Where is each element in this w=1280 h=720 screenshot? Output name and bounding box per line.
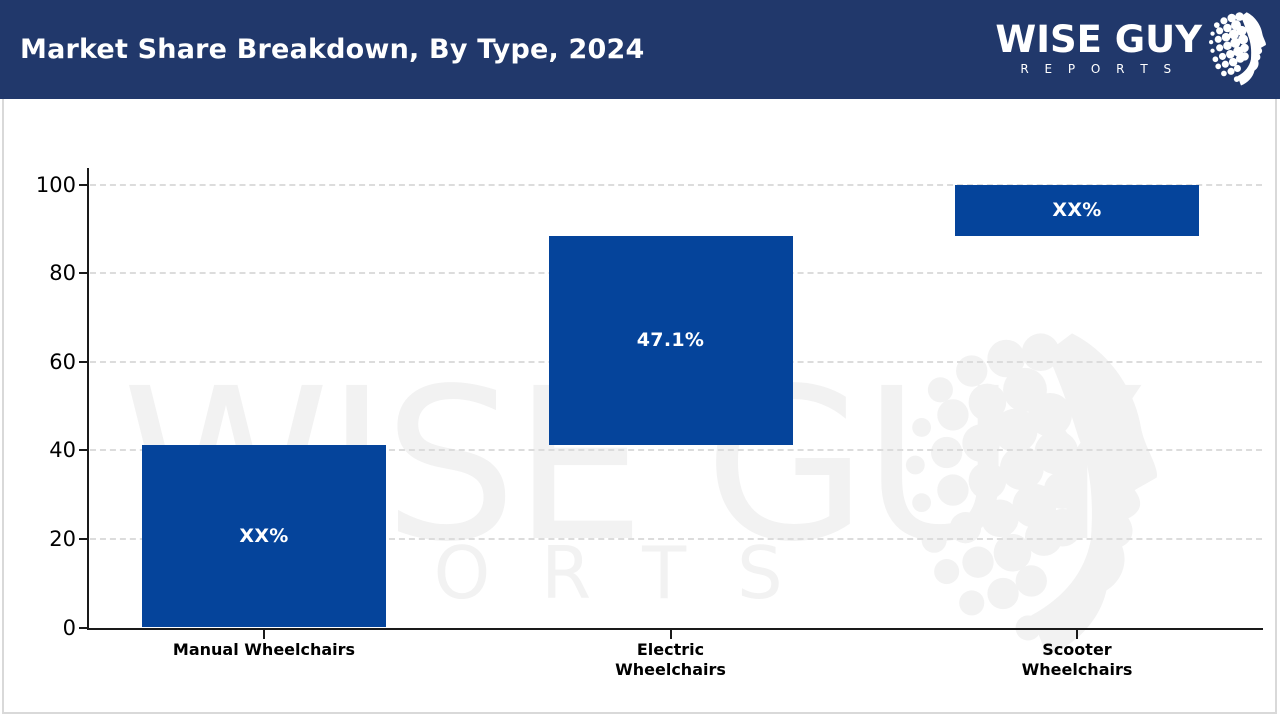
y-tick-mark xyxy=(79,183,88,186)
bar: 47.1% xyxy=(548,235,793,445)
logo-text: WISE GUY R E P O R T S xyxy=(995,18,1202,77)
y-tick-mark xyxy=(79,449,88,452)
y-tick-mark xyxy=(79,272,88,275)
header-banner: Market Share Breakdown, By Type, 2024 WI… xyxy=(0,0,1280,99)
x-axis xyxy=(86,627,1263,630)
y-axis xyxy=(86,168,89,630)
logo-subtitle: R E P O R T S xyxy=(1020,62,1178,76)
gridline xyxy=(90,449,1262,452)
gridline xyxy=(90,537,1262,540)
page-title: Market Share Breakdown, By Type, 2024 xyxy=(20,34,645,65)
x-category-label: Electric Wheelchairs xyxy=(615,640,726,679)
bar-value-label: XX% xyxy=(1052,199,1102,222)
y-tick-mark xyxy=(79,360,88,363)
y-tick-label: 40 xyxy=(49,438,76,463)
y-tick-label: 20 xyxy=(49,526,76,551)
y-tick-label: 60 xyxy=(49,349,76,374)
x-tick-mark xyxy=(1076,629,1078,639)
y-tick-label: 100 xyxy=(35,172,76,197)
bar: XX% xyxy=(955,184,1199,236)
wiseguy-logo: WISE GUY R E P O R T S xyxy=(995,6,1268,94)
x-tick-mark xyxy=(263,629,265,639)
gridline xyxy=(90,183,1262,186)
bar: XX% xyxy=(142,444,386,628)
bar-value-label: 47.1% xyxy=(636,329,705,352)
logo-wordmark: WISE GUY xyxy=(995,18,1202,61)
y-tick-label: 80 xyxy=(49,261,76,286)
x-category-label: Scooter Wheelchairs xyxy=(1021,640,1133,679)
bar-value-label: XX% xyxy=(239,525,289,547)
x-category-label: Manual Wheelchairs xyxy=(172,640,356,659)
y-tick-mark xyxy=(79,537,88,540)
y-tick-label: 0 xyxy=(62,615,76,640)
y-tick-mark xyxy=(79,626,88,629)
x-tick-mark xyxy=(669,629,672,639)
